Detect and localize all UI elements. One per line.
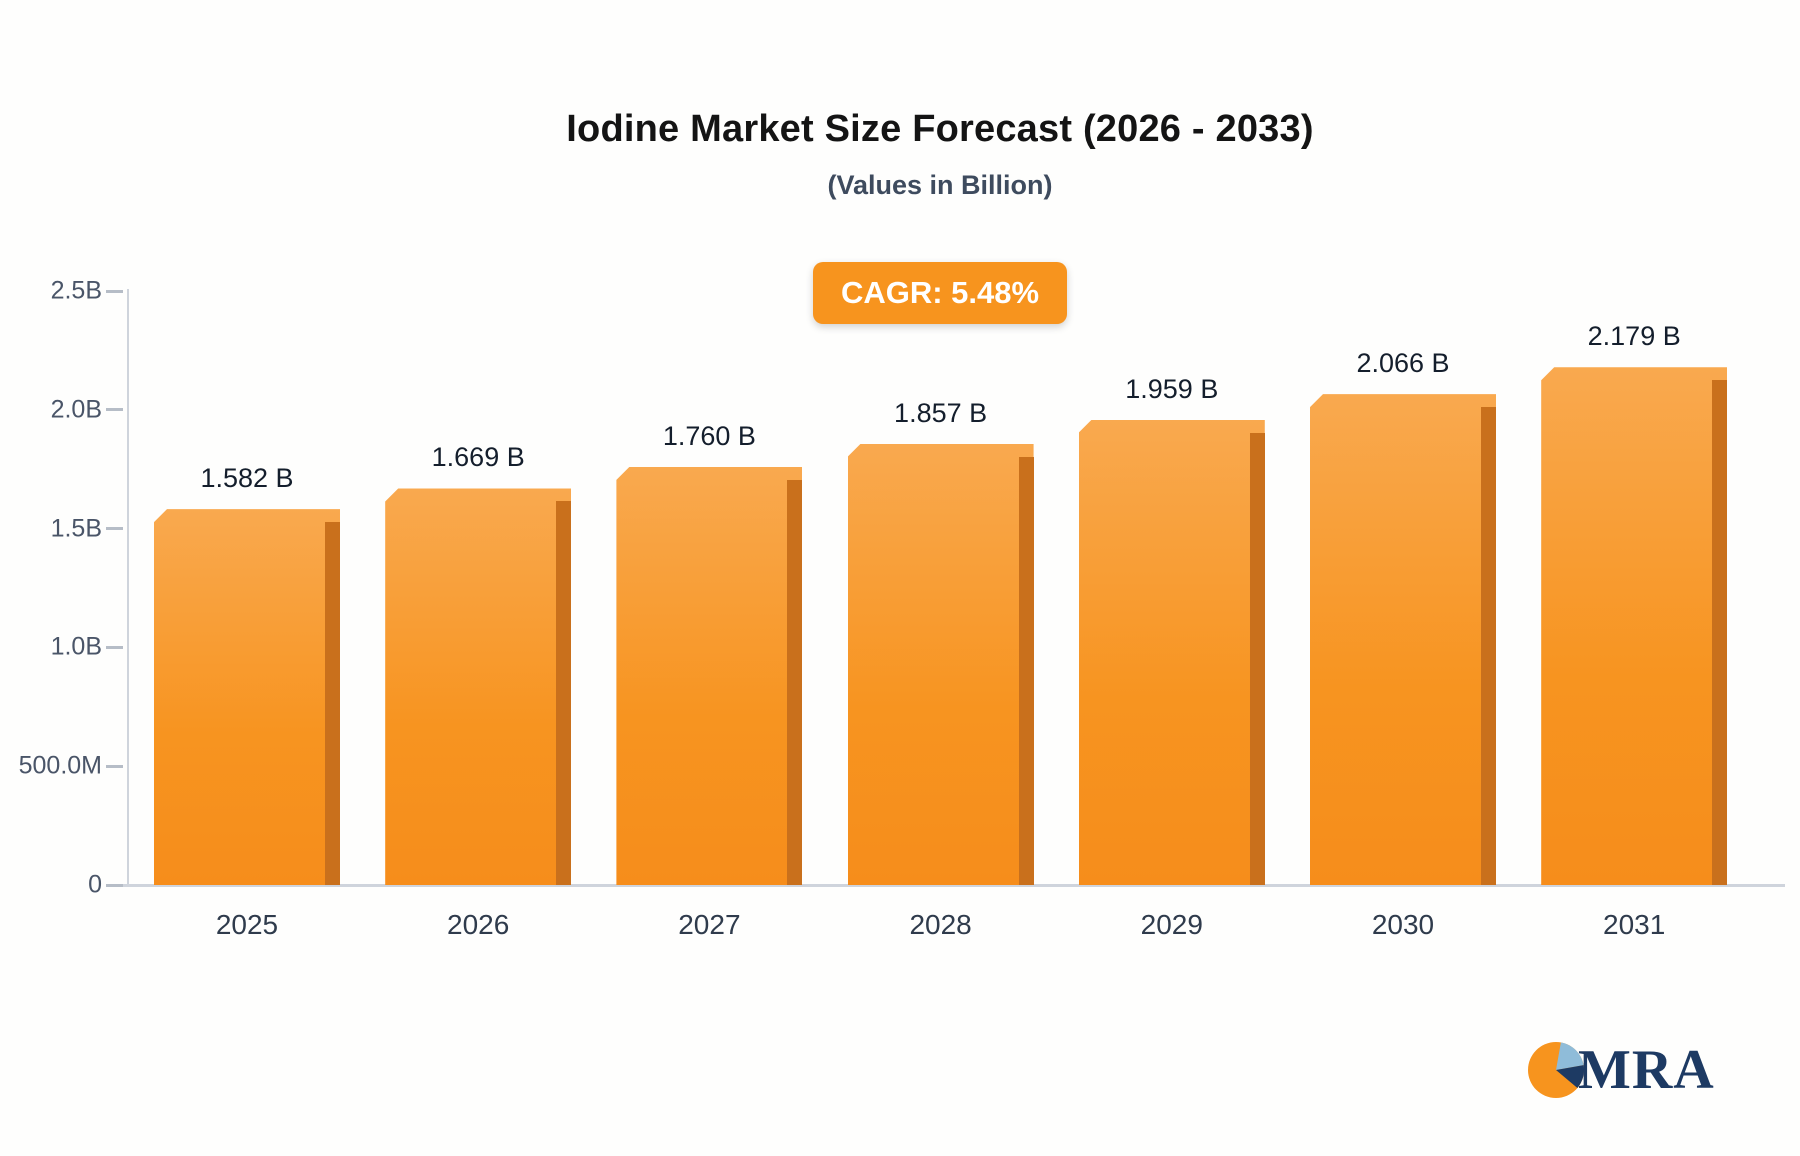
bar-value-label: 1.669 B	[431, 442, 525, 473]
x-axis-line	[117, 884, 1785, 887]
bar-side-shade	[1481, 407, 1496, 885]
y-tick-mark	[106, 883, 123, 887]
y-tick-mark	[106, 408, 123, 412]
bar-side-shade	[1018, 456, 1034, 885]
bar-face	[1078, 419, 1265, 885]
x-axis-label: 2027	[678, 909, 741, 940]
bar-face	[385, 488, 572, 885]
bar-2025	[154, 509, 340, 885]
x-axis-label: 2026	[447, 909, 510, 940]
x-axis-label: 2025	[215, 909, 279, 940]
bar-2030	[1310, 394, 1496, 885]
x-axis-label: 2031	[1603, 909, 1666, 940]
x-axis-label: 2028	[909, 909, 972, 940]
chart-title: Iodine Market Size Forecast (2026 - 2033…	[566, 108, 1314, 150]
bar-face	[1310, 394, 1496, 885]
bar-2031	[1541, 367, 1728, 885]
cagr-badge-row: CAGR: 5.48%	[100, 262, 1780, 324]
y-tick-mark	[106, 764, 123, 768]
chart-subtitle: (Values in Billion)	[827, 170, 1053, 200]
y-axis-line	[127, 289, 129, 887]
bar-2027	[616, 466, 803, 885]
bar-value-label: 2.179 B	[1587, 321, 1681, 352]
bar-side-shade	[325, 522, 340, 885]
bar-2026	[385, 488, 572, 885]
y-tick-mark	[106, 289, 123, 293]
y-tick-label: 0	[88, 870, 102, 899]
bar-side-shade	[556, 501, 572, 885]
y-tick-label: 2.5B	[50, 276, 102, 305]
bar-side-shade	[787, 479, 803, 885]
x-axis-label: 2030	[1371, 909, 1435, 940]
y-tick-mark	[106, 645, 123, 649]
bar-value-label: 1.582 B	[200, 463, 294, 494]
bar-side-shade	[1249, 432, 1265, 885]
bar-2028	[847, 443, 1034, 885]
pie-logo-icon	[1528, 1042, 1585, 1098]
bar-face	[847, 443, 1034, 885]
bar-face	[616, 466, 803, 885]
y-tick-label: 500.0M	[18, 751, 102, 780]
bar-side-shade	[1712, 380, 1728, 885]
bar-face	[1541, 367, 1728, 885]
y-tick-label: 1.5B	[50, 514, 102, 543]
bar-value-label: 2.066 B	[1356, 348, 1450, 379]
bar-value-label: 1.959 B	[1125, 373, 1219, 404]
brand-logo: MRA	[1526, 1038, 1715, 1102]
x-axis-label: 2029	[1140, 909, 1203, 940]
y-tick-label: 1.0B	[50, 632, 102, 661]
y-tick-mark	[106, 527, 123, 531]
bar-value-label: 1.760 B	[662, 420, 756, 451]
y-tick-label: 2.0B	[50, 395, 102, 424]
bar-face	[154, 509, 340, 885]
brand-logo-text: MRA	[1578, 1039, 1715, 1101]
cagr-badge: CAGR: 5.48%	[812, 262, 1068, 324]
bar-value-label: 1.857 B	[894, 397, 988, 428]
bar-2029	[1078, 419, 1265, 885]
